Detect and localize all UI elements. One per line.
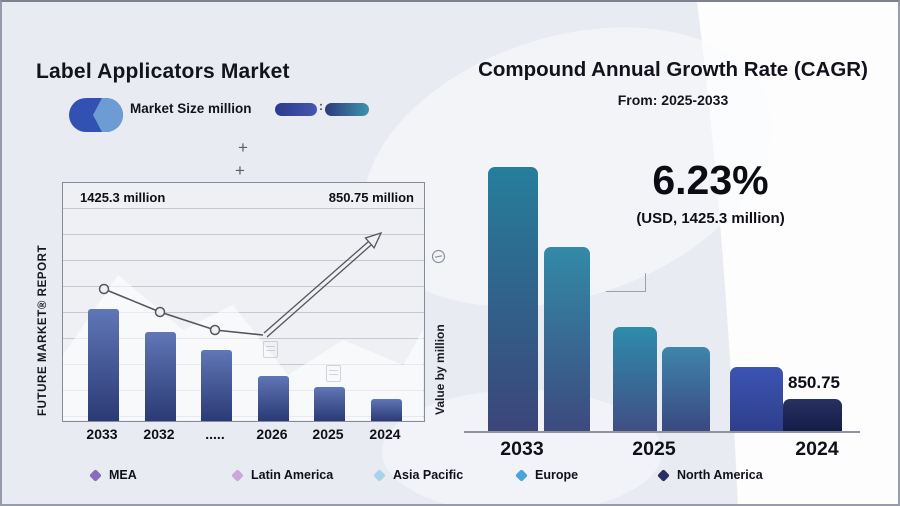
- market-size-chart-panel: 1425.3 million 850.75 million: [62, 182, 425, 422]
- x-axis-label: 2033: [86, 426, 118, 442]
- legend-label: Latin America: [251, 468, 334, 482]
- x-axis-label: 2032: [143, 426, 175, 442]
- cagr-basis: (USD, 1425.3 million): [636, 210, 785, 227]
- legend-label: MEA: [109, 468, 137, 482]
- cagr-bar: [544, 247, 590, 432]
- cagr-x-axis-line: [464, 431, 860, 433]
- end-value-label: 850.75: [788, 373, 840, 392]
- market-size-bar: [313, 387, 345, 421]
- cagr-x-axis-label: 2024: [795, 438, 839, 460]
- ghost-document-icon: [263, 341, 278, 358]
- cagr-bar: [730, 367, 783, 432]
- market-size-bar: [200, 350, 232, 421]
- legend-item: MEA: [89, 467, 137, 483]
- x-axis-label: 2025: [312, 426, 344, 442]
- plus-decoration-bottom: +: [235, 161, 245, 180]
- legend-diamond-icon: [89, 468, 102, 482]
- cagr-x-axis-label: 2033: [500, 438, 544, 460]
- cagr-bar: [613, 327, 657, 432]
- cagr-x-axis-label: 2025: [632, 438, 676, 460]
- cagr-bar: [783, 399, 842, 432]
- ratio-colon: :: [319, 99, 323, 113]
- legend-diamond-icon: [373, 468, 386, 482]
- cagr-bar: [488, 167, 538, 432]
- x-axis-label: 2024: [369, 426, 401, 442]
- ghost-document-icon: [326, 365, 341, 382]
- legend-label: Europe: [535, 468, 579, 482]
- legend-item: Europe: [515, 467, 579, 483]
- page-title: Label Applicators Market: [36, 60, 290, 83]
- legend-label: North America: [677, 468, 763, 482]
- cagr-subtitle: From: 2025-2033: [617, 92, 729, 108]
- cagr-title: Compound Annual Growth Rate (CAGR): [478, 58, 868, 81]
- market-size-bar: [87, 309, 119, 421]
- cagr-value: 6.23%: [652, 157, 769, 203]
- legend-diamond-icon: [657, 468, 670, 482]
- x-axis-label: 2026: [256, 426, 288, 442]
- ratio-pill-left-icon: [275, 103, 317, 116]
- market-size-bar: [370, 399, 402, 421]
- market-size-capsule-icon: [69, 98, 123, 132]
- market-size-bar: [144, 332, 176, 421]
- legend-item: Latin America: [231, 467, 334, 483]
- plus-decoration-top: +: [238, 138, 248, 157]
- ratio-pill-right-icon: [325, 103, 369, 116]
- market-size-bar: [257, 376, 289, 421]
- max-value-annotation: 1425.3 million: [80, 190, 166, 205]
- circle-dash-icon: [431, 249, 446, 264]
- step-line-decoration: [606, 273, 646, 292]
- legend-label: Asia Pacific: [393, 468, 464, 482]
- min-value-annotation: 850.75 million: [328, 190, 414, 205]
- trend-line-and-growth-arrow-icon: [98, 231, 383, 338]
- legend-diamond-icon: [231, 468, 244, 482]
- legend-item: Asia Pacific: [373, 467, 464, 483]
- legend-item: North America: [657, 467, 763, 483]
- market-size-bars: [63, 183, 424, 421]
- x-axis-label: .....: [205, 426, 225, 442]
- market-size-label: Market Size million: [130, 101, 252, 116]
- legend-diamond-icon: [515, 468, 528, 482]
- market-size-x-axis-labels: 2033 2032..... 2026 2025 2024: [2, 426, 462, 446]
- cagr-bar: [662, 347, 710, 432]
